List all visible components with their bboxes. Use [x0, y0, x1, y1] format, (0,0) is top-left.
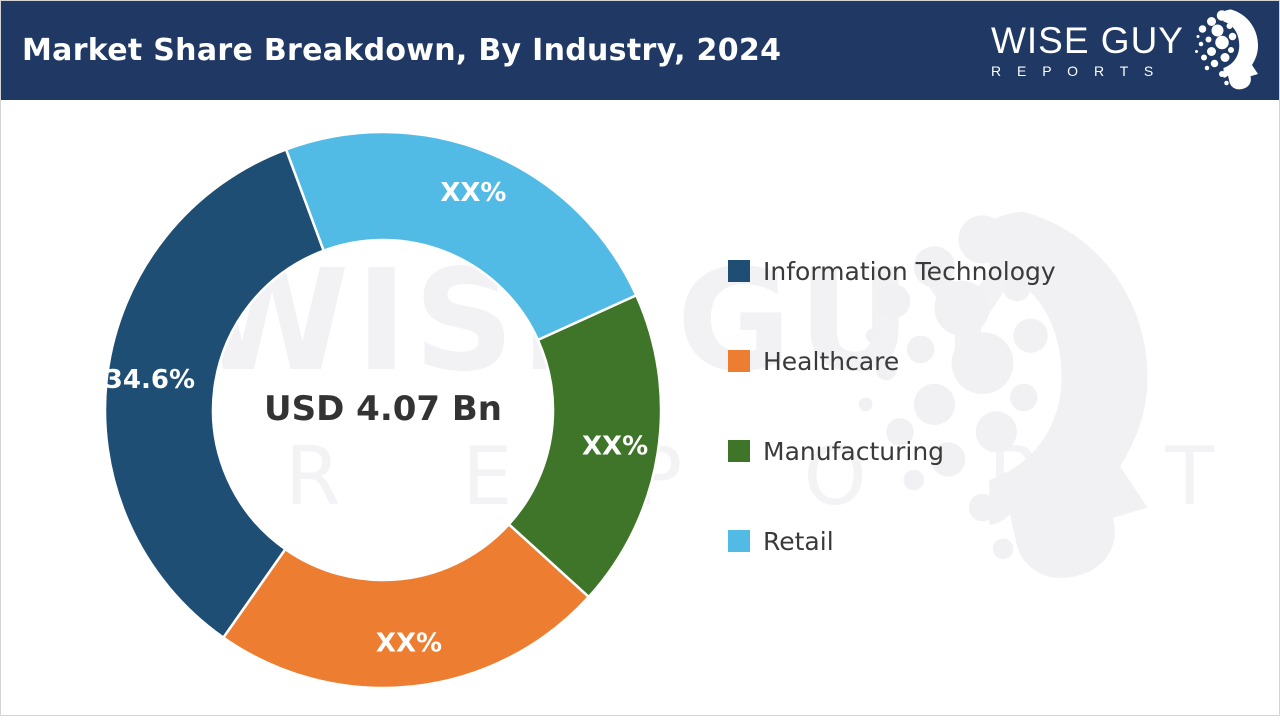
chart-legend: Information Technology Healthcare Manufa… — [728, 258, 1056, 618]
legend-label-manufacturing: Manufacturing — [763, 436, 945, 466]
donut-segment-label-healthcare: XX% — [376, 629, 442, 659]
legend-label-retail: Retail — [763, 526, 834, 556]
legend-label-information-technology: Information Technology — [763, 256, 1056, 286]
donut-segment-label-manufacturing: XX% — [582, 432, 648, 462]
wise-guy-reports-logo: WISE GUY R E P O R T S — [991, 0, 1264, 100]
legend-item-manufacturing: Manufacturing — [728, 438, 1056, 464]
legend-swatch-information-technology — [728, 260, 750, 282]
donut-segment-retail — [284, 130, 638, 342]
donut-segment-manufacturing — [507, 294, 663, 599]
donut-segment-information-technology — [103, 148, 325, 639]
donut-segment-label-information-technology: 34.6% — [105, 365, 195, 395]
legend-swatch-manufacturing — [728, 440, 750, 462]
legend-swatch-healthcare — [728, 350, 750, 372]
legend-item-healthcare: Healthcare — [728, 348, 1056, 374]
legend-item-retail: Retail — [728, 528, 1056, 554]
legend-label-healthcare: Healthcare — [763, 346, 900, 376]
legend-swatch-retail — [728, 530, 750, 552]
logo-head-icon — [1195, 9, 1258, 90]
page-title: Market Share Breakdown, By Industry, 202… — [22, 32, 782, 68]
logo-subtext: R E P O R T S — [990, 62, 1160, 79]
donut-center-value: USD 4.07 Bn — [264, 389, 502, 429]
logo-wordmark: WISE GUY — [990, 19, 1184, 61]
donut-chart: USD 4.07 Bn 34.6% XX% XX% XX% — [103, 130, 663, 690]
legend-item-information-technology: Information Technology — [728, 258, 1056, 284]
donut-segment-label-retail: XX% — [440, 178, 506, 208]
header-bar: Market Share Breakdown, By Industry, 202… — [0, 0, 1280, 100]
donut-segment-healthcare — [222, 523, 591, 690]
